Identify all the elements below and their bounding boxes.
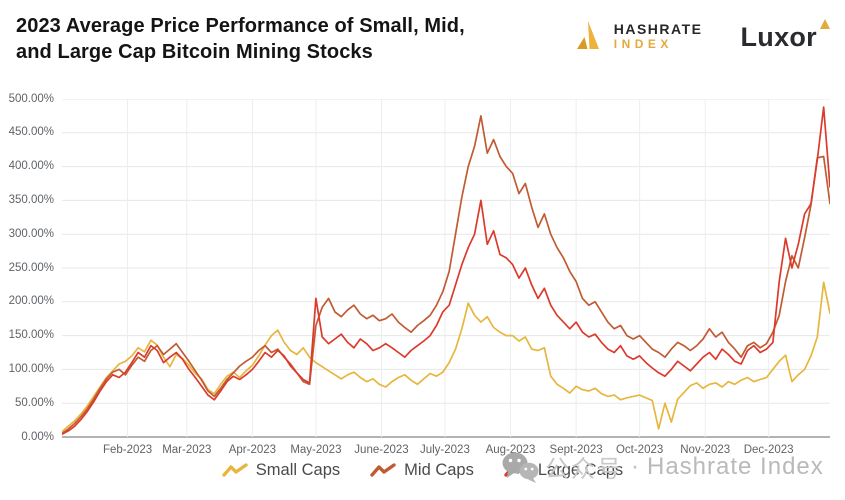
index-text: INDEX (613, 36, 673, 51)
series-mid-caps-line (62, 115, 830, 435)
luxor-wordmark: Luxor (740, 22, 817, 52)
y-axis-label: 0.00% (21, 430, 54, 443)
y-axis-label: 100.00% (8, 362, 54, 375)
hashrate-text: HASHRATE (613, 20, 703, 37)
x-axis-label: Nov-2023 (680, 444, 731, 456)
y-axis-label: 50.00% (14, 396, 54, 409)
x-axis-label: Apr-2023 (228, 444, 277, 456)
luxor-triangle-icon (820, 19, 830, 29)
legend-line-icon (504, 463, 530, 477)
legend-item-large-caps: Large Caps (504, 461, 623, 480)
y-axis: 0.00% 50.00% 100.00% 150.00% 200.00% 250.00% 3… (0, 92, 54, 444)
y-axis-label: 500.00% (8, 92, 54, 105)
x-axis-label: Oct-2023 (615, 444, 664, 456)
hashrate-index-logo: HASHRATE INDEX (576, 20, 703, 52)
y-axis-label: 450.00% (8, 126, 54, 139)
y-axis-label: 300.00% (8, 227, 54, 240)
legend-line-icon (370, 463, 396, 477)
y-axis-label: 250.00% (8, 261, 54, 274)
y-axis-label: 350.00% (8, 193, 54, 206)
gridlines-group (62, 99, 830, 438)
x-axis-label: Feb-2023 (102, 444, 153, 456)
y-axis-label: 200.00% (8, 295, 54, 308)
header-logos: HASHRATE INDEX Luxor (576, 19, 831, 53)
page-title-line1: 2023 Average Price Performance of Small,… (16, 15, 465, 37)
luxor-logo: Luxor (740, 19, 831, 53)
x-axis-label: June-2023 (354, 444, 409, 456)
y-axis-label: 400.00% (8, 160, 54, 173)
legend-line-icon (222, 463, 248, 477)
x-axis: Feb-2023 Mar-2023 Apr-2023 May-2023 June-202… (0, 444, 845, 460)
legend-item-mid-caps: Mid Caps (370, 461, 474, 480)
hashrate-index-wordmark: HASHRATE INDEX (614, 21, 703, 52)
legend-label: Mid Caps (404, 461, 474, 479)
x-axis-label: May-2023 (290, 444, 342, 456)
page-title: 2023 Average Price Performance of Small,… (16, 13, 465, 65)
chart-svg (62, 99, 830, 438)
x-axis-label: Mar-2023 (162, 444, 212, 456)
x-axis-label: July-2023 (419, 444, 470, 456)
x-axis-label: Dec-2023 (743, 444, 794, 456)
legend-label: Large Caps (537, 461, 624, 479)
hashrate-index-logo-icon (576, 21, 599, 49)
legend-item-small-caps: Small Caps (222, 461, 340, 480)
x-axis-label: Aug-2023 (485, 444, 536, 456)
page-title-line2: and Large Cap Bitcoin Mining Stocks (16, 41, 373, 63)
x-axis-label: Sept-2023 (549, 444, 603, 456)
series-small-caps-line (62, 281, 830, 433)
y-axis-label: 150.00% (8, 329, 54, 342)
chart-area: 0.00% 50.00% 100.00% 150.00% 200.00% 250.00% 3… (0, 92, 845, 456)
legend-label: Small Caps (255, 461, 341, 479)
chart-legend: Small Caps Mid Caps Large Caps (0, 461, 845, 480)
series-large-caps-line (62, 106, 830, 436)
